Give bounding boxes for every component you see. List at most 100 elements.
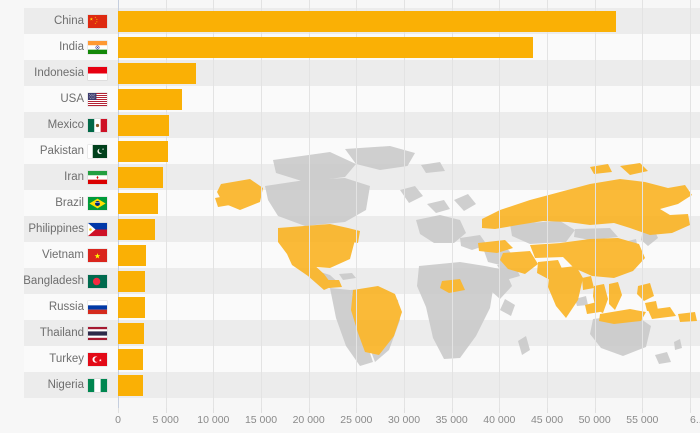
x-axis-label: 45 000 <box>530 414 564 426</box>
bar[interactable] <box>118 10 616 32</box>
gridline <box>261 0 262 408</box>
bar-row[interactable]: Mexico <box>0 112 700 138</box>
x-axis: 0 5 000 10 000 15 000 20 000 25 000 30 000 35 0… <box>0 408 700 433</box>
bar[interactable] <box>118 244 146 266</box>
bar-row[interactable]: China ★ ★ ★ ★ ★ <box>0 8 700 34</box>
bar[interactable] <box>118 374 143 396</box>
svg-text:★: ★ <box>94 251 101 260</box>
bar[interactable] <box>118 270 146 292</box>
bar-row[interactable]: India <box>0 34 700 60</box>
bar-row[interactable]: Thailand <box>0 320 700 346</box>
flag-cn-icon: ★ ★ ★ ★ ★ <box>88 14 107 28</box>
row-label-russia: Russia <box>48 301 84 313</box>
flag-in-icon <box>88 40 107 54</box>
x-axis-tick <box>213 408 215 413</box>
flag-ng-icon <box>88 378 107 392</box>
x-axis-label: 30 000 <box>387 414 421 426</box>
bar[interactable] <box>118 114 170 136</box>
row-label-nigeria: Nigeria <box>47 379 84 391</box>
gridline <box>594 0 596 408</box>
gridline <box>356 0 358 408</box>
flag-tr-icon: ★ <box>88 352 107 366</box>
bar[interactable] <box>118 36 533 58</box>
flag-pk-icon: ★ <box>88 144 107 158</box>
bar-row[interactable]: Philippines <box>0 216 700 242</box>
bar[interactable] <box>118 88 182 110</box>
bar[interactable] <box>118 322 145 344</box>
flag-ph-icon <box>88 222 107 236</box>
gridline <box>165 0 167 408</box>
x-axis-label: 6... <box>690 414 700 426</box>
gridline <box>213 0 215 408</box>
flag-ir-icon <box>88 170 107 184</box>
x-axis-tick <box>547 408 548 413</box>
gridline <box>451 0 453 408</box>
gridline <box>308 0 310 408</box>
x-axis-tick <box>308 408 310 413</box>
row-label-iran: Iran <box>64 171 84 183</box>
bar-row[interactable]: Brazil <box>0 190 700 216</box>
x-axis-tick <box>499 408 501 413</box>
x-axis-label: 15 000 <box>244 414 278 426</box>
svg-text:★: ★ <box>99 358 103 362</box>
x-axis-tick <box>594 408 596 413</box>
svg-text:★: ★ <box>102 148 105 151</box>
bar-row[interactable]: Nigeria <box>0 372 700 398</box>
x-axis-tick <box>118 408 119 413</box>
gridline <box>690 0 691 408</box>
svg-text:★: ★ <box>94 16 96 19</box>
bar-row[interactable]: Pakistan ★ <box>0 138 700 164</box>
row-label-thailand: Thailand <box>39 327 84 339</box>
row-label-vietnam: Vietnam <box>42 249 84 261</box>
gridline <box>547 0 548 408</box>
bar[interactable] <box>118 140 168 162</box>
x-axis-label: 5 000 <box>152 414 179 426</box>
row-label-brazil: Brazil <box>55 197 84 209</box>
flag-br-icon <box>88 196 107 210</box>
x-axis-label: 0 <box>115 414 121 426</box>
svg-text:★: ★ <box>96 18 98 21</box>
bar-row[interactable]: Russia <box>0 294 700 320</box>
x-axis-label: 55 000 <box>626 414 659 426</box>
x-axis-tick <box>165 408 167 413</box>
bar[interactable] <box>118 166 163 188</box>
svg-text:★: ★ <box>96 20 98 23</box>
row-label-china: China <box>53 15 84 27</box>
svg-text:★: ★ <box>90 16 94 21</box>
x-axis-label: 50 000 <box>578 414 611 426</box>
bar-row[interactable]: Bangladesh <box>0 268 700 294</box>
flag-vn-icon: ★ <box>88 248 107 262</box>
x-axis-label: 10 000 <box>197 414 230 426</box>
bar[interactable] <box>118 348 144 370</box>
row-label-usa: USA <box>60 93 84 105</box>
bar[interactable] <box>118 296 145 318</box>
bar-row[interactable]: USA <box>0 86 700 112</box>
flag-id-icon <box>88 66 107 80</box>
x-axis-tick <box>261 408 262 413</box>
bar-row[interactable]: Vietnam ★ <box>0 242 700 268</box>
bar[interactable] <box>118 62 197 84</box>
row-label-indonesia: Indonesia <box>34 67 84 79</box>
bar-row[interactable]: Turkey ★ <box>0 346 700 372</box>
bar-row[interactable]: Iran <box>0 164 700 190</box>
gridline <box>499 0 501 408</box>
flag-us-icon <box>88 92 107 106</box>
gridline <box>642 0 644 408</box>
gridline <box>404 0 405 408</box>
row-label-turkey: Turkey <box>49 353 84 365</box>
bar-row[interactable]: Indonesia <box>0 60 700 86</box>
x-axis-label: 35 000 <box>435 414 468 426</box>
x-axis-label: 25 000 <box>340 414 373 426</box>
row-label-philippines: Philippines <box>28 223 84 235</box>
bar[interactable] <box>118 192 159 214</box>
x-axis-label: 40 000 <box>483 414 516 426</box>
flag-bd-icon <box>88 274 107 288</box>
flag-mx-icon <box>88 118 107 132</box>
x-axis-tick <box>642 408 644 413</box>
x-axis-label: 20 000 <box>292 414 325 426</box>
row-label-mexico: Mexico <box>47 119 84 131</box>
flag-ru-icon <box>88 300 107 314</box>
row-label-bangladesh: Bangladesh <box>23 275 84 287</box>
bar[interactable] <box>118 218 156 240</box>
